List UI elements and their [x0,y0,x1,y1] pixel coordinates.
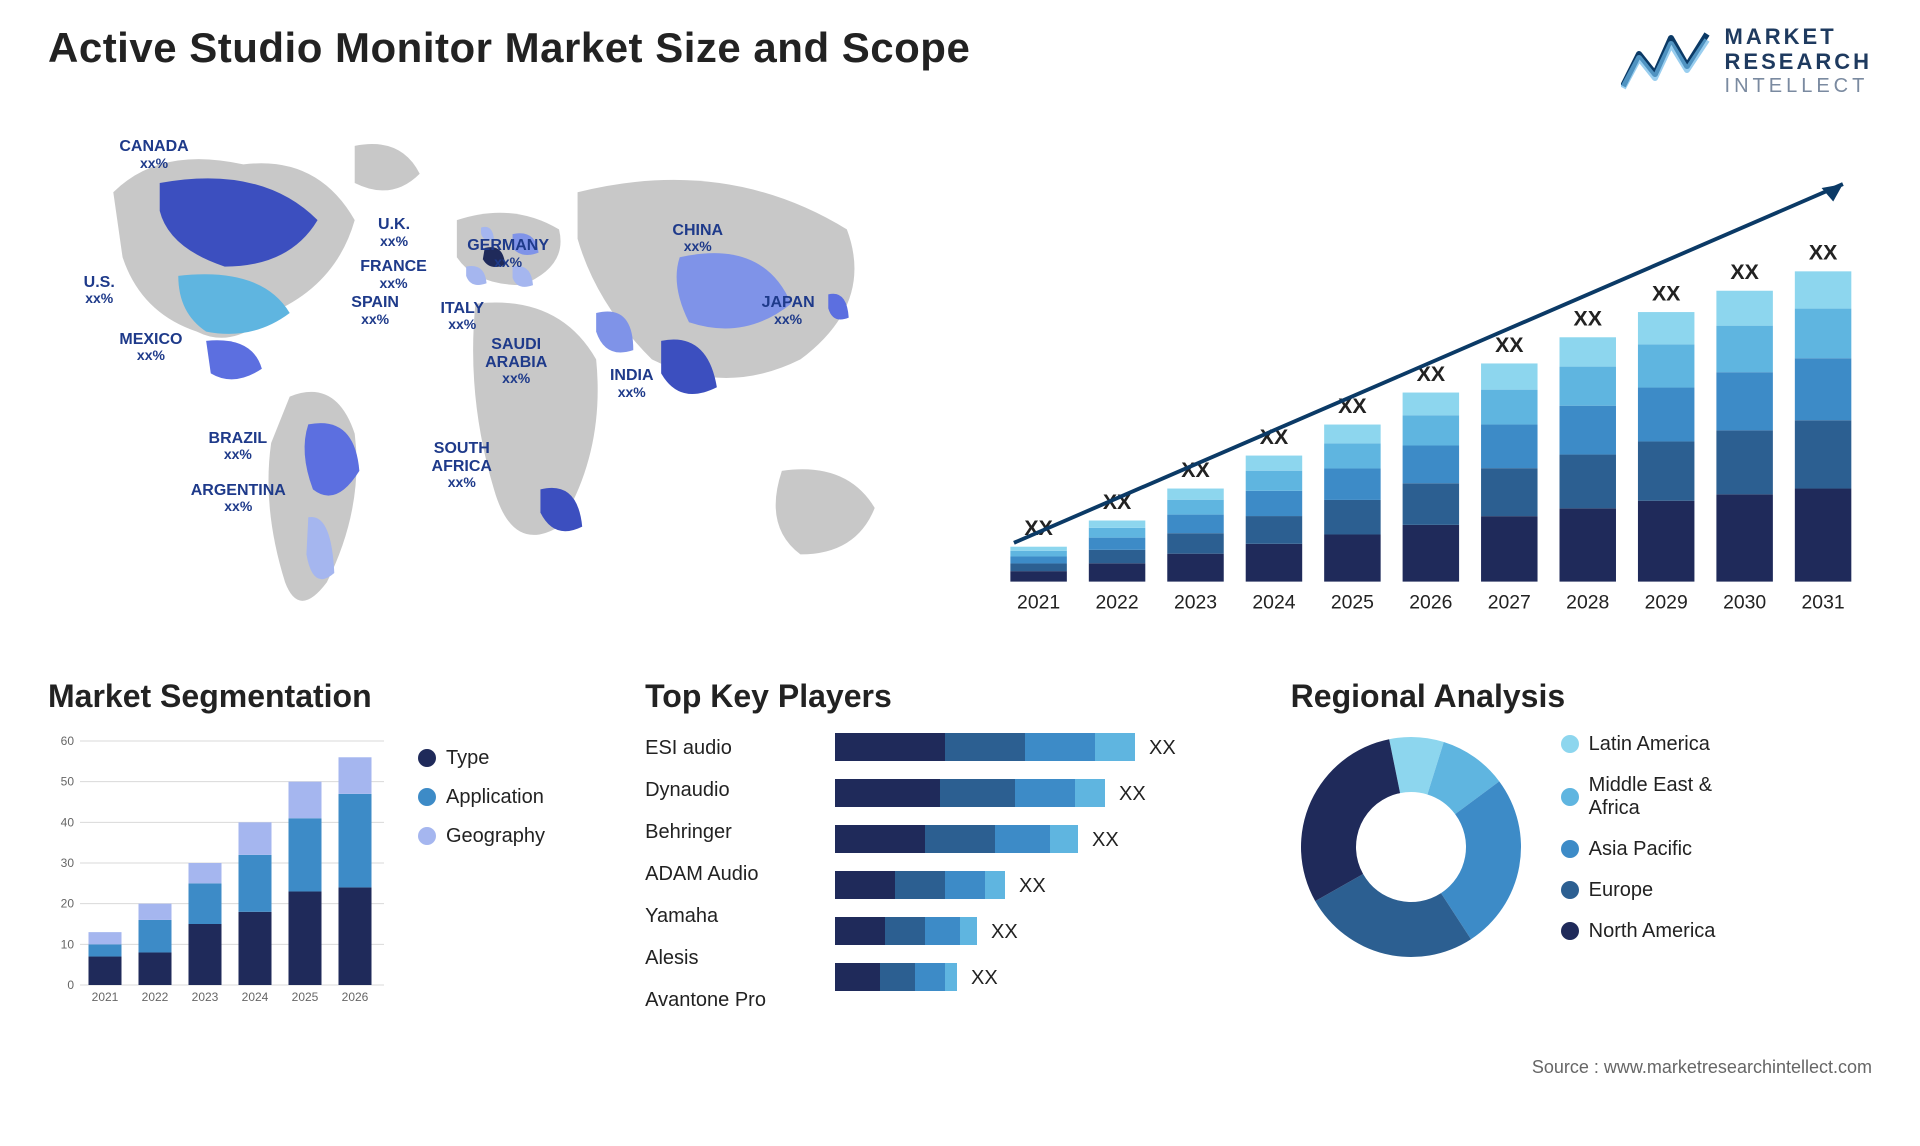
svg-text:10: 10 [61,937,75,951]
map-label: FRANCExx% [360,258,427,291]
svg-text:XX: XX [991,921,1018,943]
legend-item: Asia Pacific [1561,838,1716,861]
svg-text:2023: 2023 [192,990,219,1004]
svg-text:XX: XX [1730,260,1759,284]
legend-item: Application [418,786,545,809]
segmentation-title: Market Segmentation [48,678,605,715]
svg-text:XX: XX [1149,737,1176,759]
svg-text:2026: 2026 [1409,591,1452,613]
legend-item: Type [418,747,545,770]
svg-text:2025: 2025 [292,990,319,1004]
svg-text:2028: 2028 [1566,591,1609,613]
svg-text:XX: XX [1809,240,1838,264]
world-map: CANADAxx% U.S.xx%MEXICOxx% BRAZILxx% ARGENT… [48,118,940,638]
svg-text:60: 60 [61,734,75,748]
player-name: ADAM Audio [645,853,805,895]
svg-text:40: 40 [61,815,75,829]
svg-text:2030: 2030 [1723,591,1766,613]
player-name: Yamaha [645,895,805,937]
player-name: ESI audio [645,727,805,769]
svg-text:50: 50 [61,774,75,788]
svg-text:XX: XX [1019,875,1046,897]
svg-text:XX: XX [1652,281,1681,305]
players-list: ESI audioDynaudioBehringerADAM AudioYama… [645,727,805,1027]
players-chart: XX XX XX XX XX XX [835,727,1215,1027]
map-label: U.S.xx% [84,274,115,307]
legend-item: Latin America [1561,733,1716,756]
legend-item: Europe [1561,879,1716,902]
map-label: ITALYxx% [440,300,484,333]
map-label: CHINAxx% [672,222,723,255]
legend-item: Geography [418,825,545,848]
page-title: Active Studio Monitor Market Size and Sc… [48,24,970,72]
regional-legend: Latin America Middle East &Africa Asia Pac… [1561,733,1716,961]
map-label: ARGENTINAxx% [191,482,286,515]
map-label: CANADAxx% [119,138,188,171]
players-panel: Top Key Players ESI audioDynaudioBehring… [645,678,1251,1027]
segmentation-legend: Type Application Geography [418,747,545,864]
logo-line3: INTELLECT [1725,75,1872,98]
segmentation-chart: 0 10 20 30 40 50 60 2021 2022 2023 2024 2025 2026 [48,727,388,1007]
svg-text:2021: 2021 [92,990,119,1004]
map-label: SPAINxx% [351,294,399,327]
svg-text:XX: XX [1574,306,1603,330]
map-label: U.K.xx% [378,216,410,249]
regional-title: Regional Analysis [1291,678,1872,715]
svg-text:XX: XX [1092,829,1119,851]
map-label: MEXICOxx% [119,331,182,364]
svg-text:2031: 2031 [1802,591,1845,613]
svg-text:XX: XX [1119,783,1146,805]
legend-item: Middle East &Africa [1561,774,1716,820]
svg-text:2027: 2027 [1488,591,1531,613]
legend-item: North America [1561,920,1716,943]
svg-text:2025: 2025 [1331,591,1374,613]
svg-text:30: 30 [61,856,75,870]
map-label: JAPANxx% [762,294,815,327]
players-title: Top Key Players [645,678,1251,715]
svg-text:2021: 2021 [1017,591,1060,613]
logo-line2: RESEARCH [1725,49,1872,74]
svg-text:2024: 2024 [1252,591,1295,613]
svg-text:0: 0 [67,978,74,992]
brand-logo: MARKET RESEARCH INTELLECT [1621,24,1872,98]
segmentation-panel: Market Segmentation 0 10 20 30 40 50 60 2021 202… [48,678,605,1007]
logo-mark-icon [1621,26,1711,96]
svg-text:2022: 2022 [1096,591,1139,613]
svg-text:2026: 2026 [342,990,369,1004]
map-label: SAUDIARABIAxx% [485,336,547,387]
regional-panel: Regional Analysis Latin America Middle Ea… [1291,678,1872,967]
player-name: Dynaudio [645,769,805,811]
svg-text:XX: XX [971,967,998,989]
svg-text:2029: 2029 [1645,591,1688,613]
map-label: GERMANYxx% [467,237,549,270]
map-label: INDIAxx% [610,367,654,400]
svg-text:XX: XX [1495,332,1524,356]
svg-text:2022: 2022 [142,990,169,1004]
map-label: BRAZILxx% [209,430,268,463]
player-name: Avantone Pro [645,979,805,1021]
map-label: SOUTHAFRICAxx% [432,440,492,491]
svg-text:2023: 2023 [1174,591,1217,613]
player-name: Alesis [645,937,805,979]
source-line: Source : www.marketresearchintellect.com [48,1057,1872,1078]
regional-donut [1291,727,1531,967]
svg-text:20: 20 [61,896,75,910]
forecast-chart: XX2021XX2022XX2023XX2024XX2025XX2026XX20… [980,118,1872,638]
svg-text:2024: 2024 [242,990,269,1004]
logo-line1: MARKET [1725,24,1872,49]
player-name: Behringer [645,811,805,853]
